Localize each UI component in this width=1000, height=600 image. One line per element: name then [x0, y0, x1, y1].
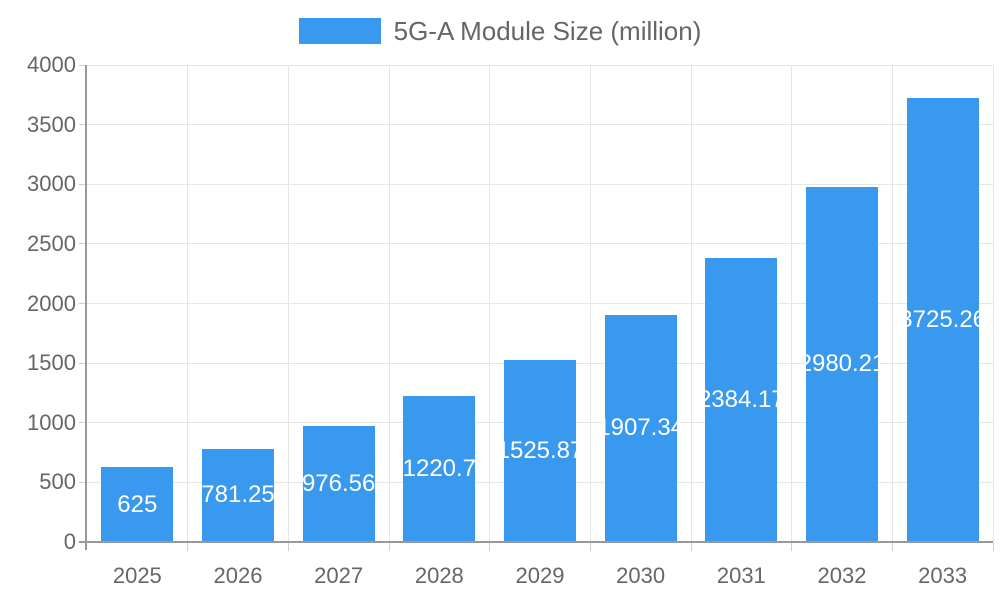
y-axis-label-500: 500 [39, 469, 76, 495]
y-axis-label-4000: 4000 [27, 52, 76, 77]
y-gridline [87, 64, 993, 66]
bar-2033[interactable] [906, 97, 979, 542]
x-axis-label-2027: 2027 [314, 563, 364, 588]
x-axis-tick [489, 543, 491, 551]
bar-value-label-2028: 1220.7 [402, 455, 477, 483]
bar-2030[interactable] [604, 314, 677, 542]
x-gridline [992, 65, 994, 542]
x-axis-label-2028: 2028 [414, 563, 464, 588]
y-axis-label-0: 0 [63, 529, 76, 554]
x-axis-tick [891, 543, 893, 551]
y-axis-tick [79, 481, 87, 483]
y-axis-tick [79, 124, 87, 126]
y-axis-label-1000: 1000 [27, 409, 76, 435]
x-axis-label-2031: 2031 [716, 563, 766, 588]
bar-2028[interactable] [403, 396, 476, 542]
bar-value-label-2025: 625 [117, 490, 158, 518]
bar-2027[interactable] [302, 425, 375, 542]
bar-value-label-2027: 976.56 [301, 469, 376, 497]
x-axis-label-2029: 2029 [515, 563, 565, 588]
y-axis-label-3500: 3500 [27, 111, 76, 137]
y-axis-tick [79, 183, 87, 185]
y-axis-tick [79, 243, 87, 245]
x-axis-tick [388, 543, 390, 551]
x-gridline [690, 65, 692, 542]
x-gridline [589, 65, 591, 542]
y-gridline [87, 124, 993, 126]
bar-2026[interactable] [202, 448, 274, 542]
bar-value-label-2033: 3725.26 [899, 305, 987, 333]
x-axis-label-2025: 2025 [112, 563, 162, 588]
y-gridline [87, 183, 993, 185]
x-gridline [388, 65, 390, 542]
x-axis-tick [690, 543, 692, 551]
legend-swatch[interactable] [298, 18, 381, 44]
x-gridline [287, 65, 289, 542]
x-axis-tick [287, 543, 289, 551]
legend-label[interactable]: 5G-A Module Size (million) [393, 16, 702, 46]
y-axis-label-3000: 3000 [27, 171, 76, 197]
x-axis-label-2033: 2033 [918, 563, 968, 588]
y-gridline [87, 303, 993, 304]
y-axis-label-2000: 2000 [27, 290, 76, 316]
y-axis-label-1500: 1500 [27, 350, 76, 376]
y-axis-tick [79, 64, 87, 66]
x-axis-tick [992, 543, 994, 551]
x-axis-label-2030: 2030 [616, 563, 666, 588]
bar-2025[interactable] [101, 467, 174, 542]
bar-2029[interactable] [504, 360, 576, 542]
x-gridline [489, 65, 491, 542]
bar-value-label-2030: 1907.34 [597, 414, 685, 442]
y-axis-tick [79, 422, 87, 424]
y-axis-label-2500: 2500 [27, 230, 76, 256]
bar-value-label-2029: 1525.87 [496, 437, 584, 465]
y-axis-tick [79, 303, 87, 304]
legend[interactable]: 5G-A Module Size (million) [0, 16, 1000, 46]
bar-value-label-2026: 781.25 [201, 481, 275, 509]
x-gridline [187, 65, 189, 542]
x-axis-tick [791, 543, 793, 551]
bar-2032[interactable] [806, 186, 878, 542]
y-axis-tick [79, 362, 87, 364]
x-axis-label-2032: 2032 [817, 563, 867, 588]
x-axis-label-2026: 2026 [213, 563, 263, 588]
x-axis-line [79, 541, 993, 543]
bar-value-label-2031: 2384.17 [697, 385, 785, 413]
x-axis-tick [589, 543, 591, 551]
y-gridline [87, 243, 993, 245]
bar-2031[interactable] [705, 257, 778, 542]
y-axis-line [85, 65, 87, 550]
x-gridline [891, 65, 893, 542]
x-axis-tick [187, 543, 189, 551]
x-gridline [791, 65, 793, 542]
bar-value-label-2032: 2980.21 [798, 350, 886, 378]
